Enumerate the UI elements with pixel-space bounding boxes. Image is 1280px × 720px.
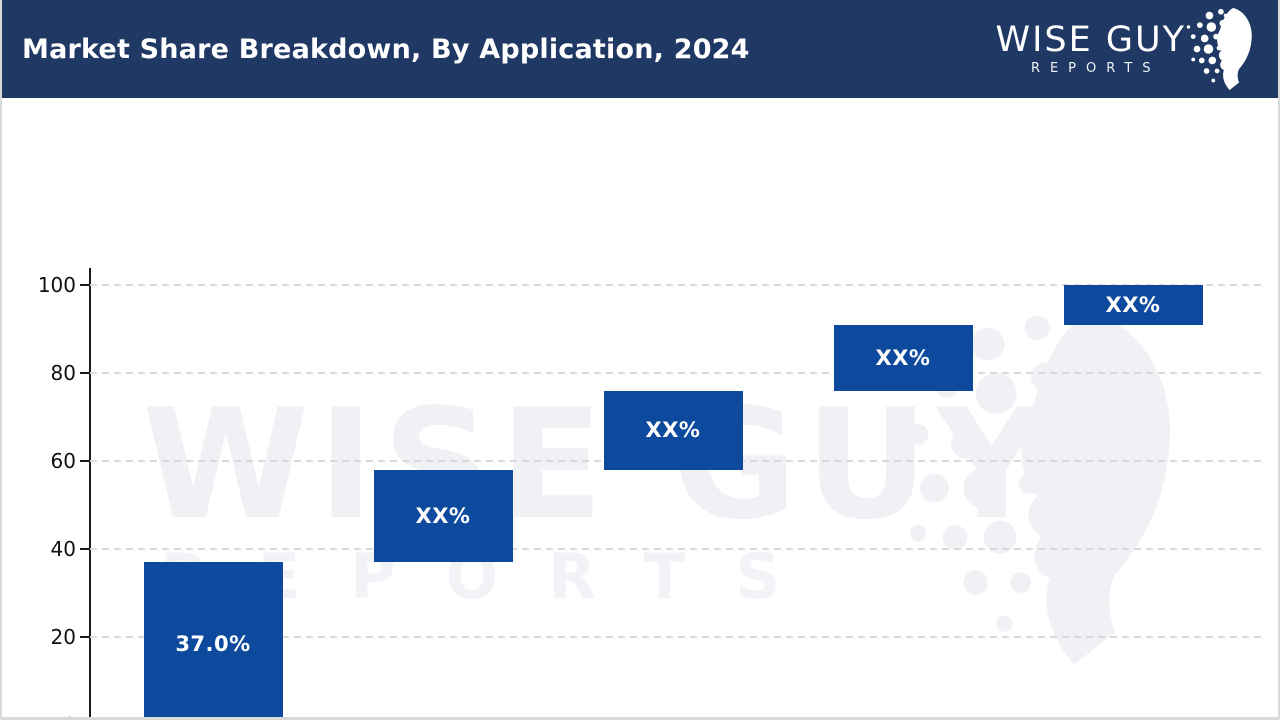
- bar-value-label-food-and-beverage-filtration: XX%: [645, 418, 701, 443]
- gridline-20: [90, 636, 1266, 638]
- y-tick-80: [80, 372, 90, 374]
- bar-food-and-beverage-filtration: XX%: [603, 390, 743, 470]
- bar-oil-filtration: XX%: [833, 324, 973, 391]
- header-bar: Market Share Breakdown, By Application, …: [2, 0, 1278, 98]
- chart-area: WISE GUY REPORTS 02040608010037.0%Water …: [2, 98, 1278, 717]
- gridline-80: [90, 372, 1266, 374]
- watermark-wordmark: WISE GUY: [142, 376, 1055, 553]
- y-tick-60: [80, 460, 90, 462]
- gridline-100: [90, 284, 1266, 286]
- bar-value-label-water-treatment: 37.0%: [175, 631, 251, 656]
- logo-text: WISE GUY REPORTS: [995, 22, 1186, 76]
- y-tick-20: [80, 636, 90, 638]
- y-tick-100: [80, 284, 90, 286]
- bar-chemical-filtration: XX%: [1063, 285, 1203, 325]
- logo-subtitle: REPORTS: [1030, 60, 1161, 76]
- y-tick-label-40: 40: [50, 537, 76, 561]
- bar-air-filtration: XX%: [373, 469, 513, 563]
- logo-wordmark: WISE GUY: [995, 20, 1186, 61]
- bar-water-treatment: 37.0%: [143, 562, 283, 717]
- gridline-40: [90, 548, 1266, 550]
- y-tick-label-80: 80: [50, 361, 76, 385]
- y-tick-label-60: 60: [50, 449, 76, 473]
- y-tick-label-100: 100: [37, 273, 76, 297]
- bar-value-label-air-filtration: XX%: [415, 503, 471, 528]
- y-tick-label-20: 20: [50, 625, 76, 649]
- wise-guy-logo: WISE GUY REPORTS: [995, 6, 1258, 92]
- dotted-head-icon: [1186, 7, 1252, 91]
- bar-value-label-oil-filtration: XX%: [875, 345, 931, 370]
- page-title: Market Share Breakdown, By Application, …: [22, 33, 750, 65]
- y-tick-label-0: 0: [16, 713, 76, 717]
- bar-value-label-chemical-filtration: XX%: [1105, 292, 1161, 317]
- y-tick-40: [80, 548, 90, 550]
- y-axis-line: [89, 268, 91, 717]
